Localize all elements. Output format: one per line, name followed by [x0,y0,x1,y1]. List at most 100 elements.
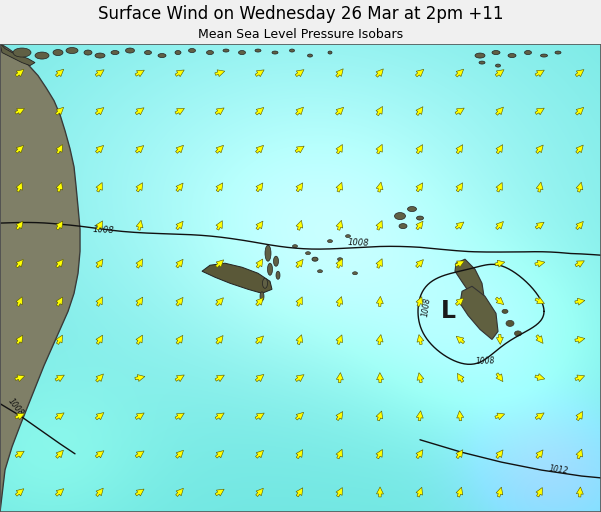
Ellipse shape [506,321,514,327]
Ellipse shape [255,49,261,52]
FancyArrow shape [16,297,22,306]
Ellipse shape [53,50,63,56]
FancyArrow shape [55,488,64,496]
Ellipse shape [508,54,516,57]
FancyArrow shape [96,335,103,345]
Polygon shape [0,44,80,512]
Text: 1008: 1008 [475,356,495,366]
FancyArrow shape [96,108,104,115]
FancyArrow shape [56,450,64,458]
FancyArrow shape [175,70,185,77]
FancyArrow shape [175,375,185,381]
FancyArrow shape [416,221,423,230]
Ellipse shape [312,257,318,261]
FancyArrow shape [575,336,585,343]
FancyArrow shape [455,261,465,267]
Ellipse shape [290,49,294,52]
Text: 1008: 1008 [421,297,433,317]
Ellipse shape [346,234,350,238]
Text: 1008: 1008 [6,397,25,418]
FancyArrow shape [457,373,464,382]
Ellipse shape [502,309,508,313]
Polygon shape [455,259,484,306]
Polygon shape [0,44,35,66]
FancyArrow shape [535,108,545,115]
FancyArrow shape [55,108,64,115]
Polygon shape [202,263,272,293]
FancyArrow shape [256,488,263,497]
FancyArrow shape [457,411,464,421]
Ellipse shape [276,271,280,279]
FancyArrow shape [56,260,63,268]
FancyArrow shape [136,183,142,192]
FancyArrow shape [536,450,543,459]
FancyArrow shape [56,221,63,230]
FancyArrow shape [135,489,144,496]
Ellipse shape [13,48,31,57]
Polygon shape [460,286,498,339]
FancyArrow shape [256,183,263,192]
Text: L: L [441,300,456,324]
Ellipse shape [223,49,229,52]
FancyArrow shape [416,260,424,268]
FancyArrow shape [15,70,24,77]
FancyArrow shape [255,70,264,77]
FancyArrow shape [16,260,23,268]
FancyArrow shape [136,335,142,345]
FancyArrow shape [416,144,423,154]
FancyArrow shape [495,413,505,420]
FancyArrow shape [336,449,343,459]
FancyArrow shape [16,335,23,345]
FancyArrow shape [216,260,224,268]
FancyArrow shape [575,298,585,305]
FancyArrow shape [175,450,183,458]
Ellipse shape [111,51,119,55]
FancyArrow shape [335,108,344,115]
FancyArrow shape [417,334,424,345]
FancyArrow shape [15,109,25,115]
Ellipse shape [260,292,264,301]
FancyArrow shape [495,297,504,305]
FancyArrow shape [15,451,24,458]
FancyArrow shape [256,259,263,268]
FancyArrow shape [416,296,423,307]
FancyArrow shape [376,69,383,77]
FancyArrow shape [295,375,304,381]
FancyArrow shape [376,106,383,116]
FancyArrow shape [296,412,304,420]
FancyArrow shape [55,375,64,381]
FancyArrow shape [535,297,545,304]
FancyArrow shape [215,413,224,420]
FancyArrow shape [336,335,343,345]
Polygon shape [0,44,80,512]
FancyArrow shape [296,220,303,230]
Ellipse shape [293,245,297,248]
FancyArrow shape [15,375,25,381]
Ellipse shape [265,245,271,261]
Ellipse shape [479,61,485,64]
Ellipse shape [555,51,561,54]
FancyArrow shape [135,70,144,77]
FancyArrow shape [376,334,383,345]
FancyArrow shape [416,487,423,497]
Ellipse shape [84,50,92,55]
FancyArrow shape [456,145,463,154]
FancyArrow shape [296,335,303,345]
FancyArrow shape [575,261,584,267]
FancyArrow shape [576,221,584,230]
FancyArrow shape [296,450,303,459]
FancyArrow shape [96,374,103,382]
FancyArrow shape [56,297,63,306]
Ellipse shape [95,53,105,58]
Ellipse shape [207,51,213,55]
FancyArrow shape [96,488,103,497]
FancyArrow shape [456,183,463,192]
FancyArrow shape [96,297,102,306]
Ellipse shape [158,54,166,57]
FancyArrow shape [216,335,223,344]
Ellipse shape [126,48,135,53]
FancyArrow shape [496,373,503,381]
FancyArrow shape [376,296,383,307]
FancyArrow shape [255,145,264,153]
FancyArrow shape [336,412,343,420]
